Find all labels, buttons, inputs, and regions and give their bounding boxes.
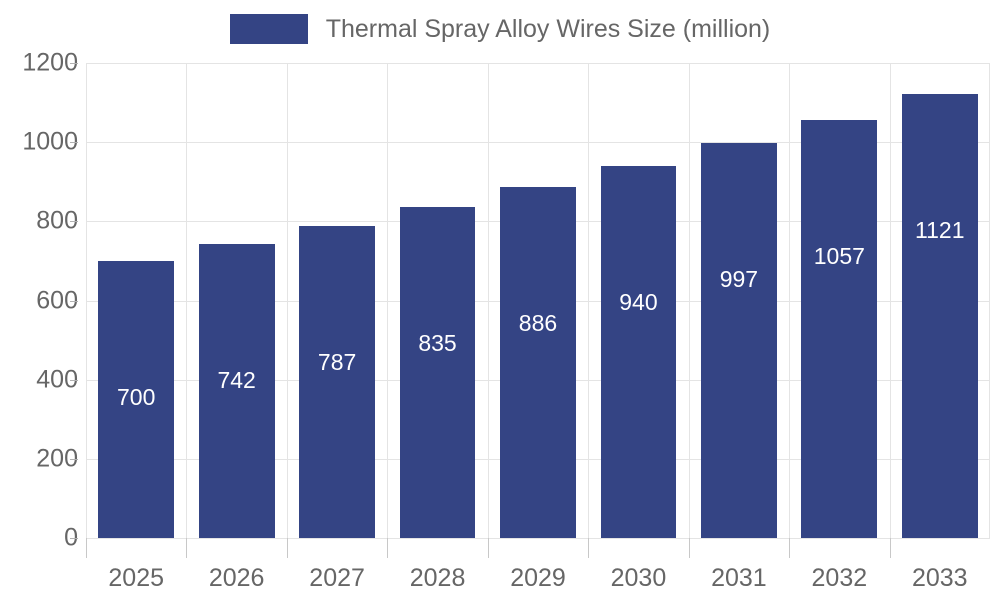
x-axis-tick-label: 2032	[811, 564, 868, 592]
bar[interactable]: 997	[700, 143, 777, 538]
bar[interactable]: 742	[198, 244, 275, 538]
gridline-vertical	[989, 63, 990, 538]
x-axis-tick-mark	[588, 538, 589, 558]
bar-value-label: 742	[217, 367, 256, 394]
bar[interactable]: 1121	[901, 94, 978, 538]
y-axis-tick-label: 800	[36, 206, 78, 235]
x-axis: 2025 2026 2027 2028 2029 2030 2031 2032 2033	[86, 538, 990, 600]
x-axis-tick-mark	[387, 538, 388, 558]
y-axis-tick-label: 1000	[22, 127, 78, 156]
bar[interactable]: 940	[600, 165, 677, 538]
bar-value-label: 1057	[813, 242, 865, 269]
x-axis-tick-label: 2027	[309, 564, 365, 592]
y-axis-tick-label: 600	[36, 286, 78, 314]
bar-value-label: 1121	[915, 217, 965, 244]
bar-value-label: 787	[317, 349, 357, 376]
gridline-vertical	[287, 63, 288, 538]
x-axis-tick-mark	[689, 538, 690, 558]
bar[interactable]: 700	[98, 260, 175, 538]
gridline-horizontal	[86, 142, 990, 144]
x-axis-tick-mark	[86, 538, 87, 558]
gridline-vertical	[789, 63, 790, 538]
gridline-horizontal	[86, 538, 990, 539]
y-axis-tick-mark	[70, 379, 78, 381]
bar-value-label: 835	[418, 330, 457, 357]
y-axis-tick-mark	[70, 300, 78, 302]
bar[interactable]: 1057	[801, 119, 878, 538]
y-axis-tick-mark	[70, 458, 78, 460]
x-axis-tick-mark	[488, 538, 489, 558]
bar[interactable]: 835	[399, 207, 476, 538]
y-axis-tick-mark	[70, 63, 78, 64]
y-axis-tick-label: 1200	[22, 48, 78, 77]
bar-value-label: 700	[117, 383, 156, 410]
gridline-vertical	[890, 63, 891, 538]
gridline-vertical	[488, 63, 489, 538]
x-axis-tick-label: 2030	[610, 564, 667, 592]
legend-item-series-0[interactable]: Thermal Spray Alloy Wires Size (million)	[229, 14, 771, 44]
bar-value-label: 940	[619, 288, 658, 315]
x-axis-tick-mark	[287, 538, 288, 558]
gridline-horizontal	[86, 63, 990, 64]
x-axis-tick-mark	[186, 538, 187, 558]
y-axis-tick-label: 200	[36, 444, 78, 473]
gridline-vertical	[387, 63, 388, 538]
bar-value-label: 886	[518, 310, 558, 337]
y-axis-tick-label: 0	[64, 523, 78, 552]
legend-color-swatch-icon	[229, 14, 308, 44]
x-axis-tick-label: 2033	[911, 564, 968, 592]
bar[interactable]: 886	[500, 187, 576, 538]
x-axis-tick-label: 2029	[510, 564, 566, 592]
gridline-vertical	[689, 63, 690, 538]
gridline-vertical	[86, 63, 87, 538]
y-axis: 0 200 400 600 800 1000 1200	[0, 50, 78, 550]
x-axis-tick-label: 2028	[409, 564, 466, 592]
gridline-vertical	[588, 63, 589, 538]
legend-item-label: Thermal Spray Alloy Wires Size (million)	[325, 14, 771, 43]
bar[interactable]: 787	[299, 226, 376, 538]
y-axis-tick-mark	[70, 221, 78, 223]
gridline-vertical	[186, 63, 187, 538]
x-axis-tick-mark	[789, 538, 790, 558]
x-axis-tick-label: 2025	[108, 564, 165, 592]
x-axis-tick-label: 2031	[711, 564, 767, 592]
y-axis-tick-mark	[70, 142, 78, 144]
plot-area: 700 742 787 835 886 940 997 1057 1121	[86, 63, 990, 539]
x-axis-tick-label: 2026	[208, 564, 265, 592]
chart-legend: Thermal Spray Alloy Wires Size (million)	[0, 12, 1000, 46]
y-axis-tick-mark	[70, 538, 78, 539]
x-axis-tick-mark	[890, 538, 891, 558]
bar-value-label: 997	[719, 266, 759, 293]
y-axis-tick-label: 400	[36, 365, 78, 394]
